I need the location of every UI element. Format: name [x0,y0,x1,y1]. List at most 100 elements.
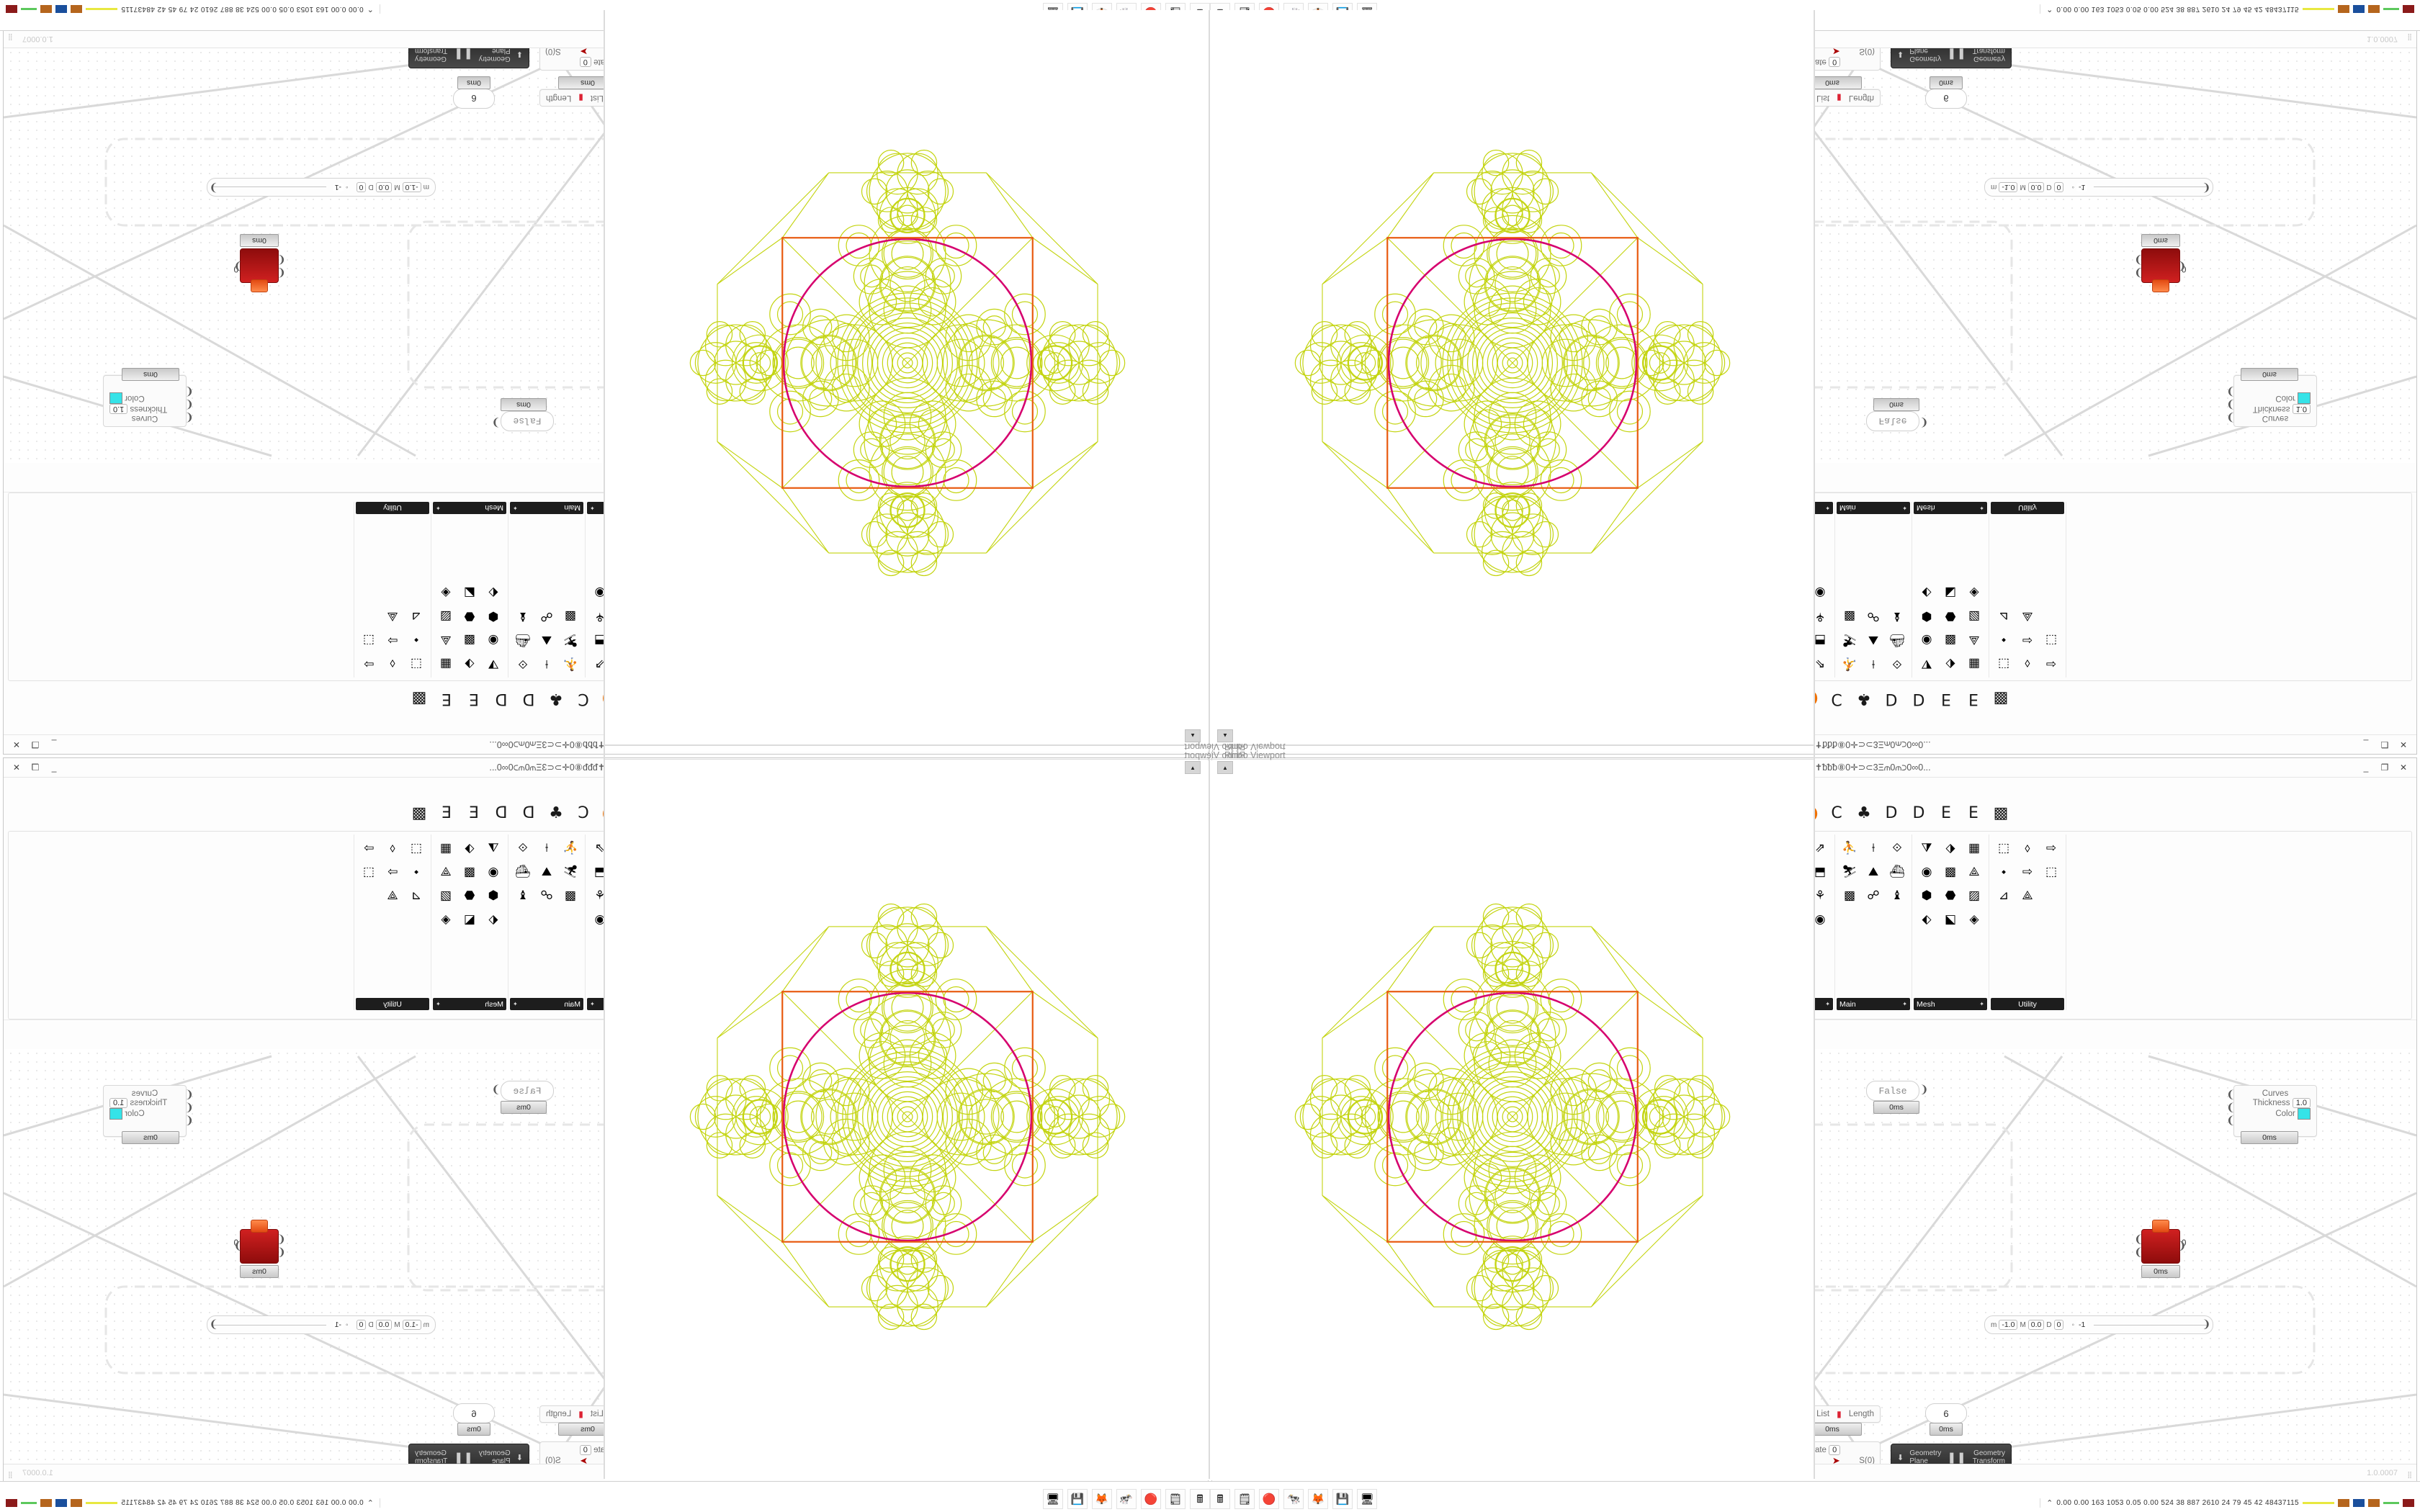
preview-in-cap-2[interactable]: ❨ [2226,1102,2236,1114]
slider-out-cap[interactable]: ❩ [2202,1318,2211,1331]
thickness-value[interactable]: 1.0 [109,404,128,414]
slider-track[interactable] [213,186,326,188]
solver-toggle-nub[interactable] [2152,279,2169,292]
color-swatch[interactable] [2298,1108,2311,1120]
rhino-viewport-top-right[interactable] [1210,10,1815,752]
palette-glyph-16[interactable]: E [1968,804,1978,822]
component-icon-8-8[interactable]: ♝ [517,610,529,624]
component-icon-9-3[interactable]: ◉ [488,634,499,648]
palette-glyph-15[interactable]: E [469,690,479,708]
viewport-splitter-left[interactable] [604,10,605,1479]
component-icon-9-6[interactable]: ⬢ [488,610,499,624]
component-icon-9-1[interactable]: ⬗ [465,840,475,855]
palette-glyph-16[interactable]: E [442,804,452,822]
component-icon-10-3[interactable]: ⬩ [413,634,419,648]
slider-handle[interactable]: ◦ [2071,1320,2075,1329]
component-icon-9-5[interactable]: ⟁ [1968,864,1980,878]
slider-max-value[interactable]: 0.0 [375,1320,393,1330]
color-swatch[interactable] [109,1108,122,1120]
component-icon-8-8[interactable]: ♝ [1891,610,1903,624]
maximize-button[interactable]: ❐ [31,762,40,773]
component-icon-9-4[interactable]: ▩ [463,864,476,878]
ribbon-tab-caret-icon[interactable]: ✦ [590,1001,595,1007]
component-icon-9-11[interactable]: ◈ [1969,912,1979,926]
ribbon-tab-Utility[interactable]: Utility [1991,998,2064,1010]
ribbon-tab-caret-icon[interactable]: ✦ [513,505,518,511]
rhino-viewport-bottom-left[interactable] [605,760,1210,1480]
notepad-icon[interactable]: 🗒 [1234,1489,1255,1509]
palette-glyph-14[interactable]: D [495,690,508,708]
component-icon-10-7[interactable]: ⟁ [2022,610,2033,624]
component-icon-8-2[interactable]: ⟐ [518,657,528,672]
palette-glyph-14[interactable]: D [495,804,508,822]
palette-glyph-11[interactable]: C [578,804,589,822]
terminal-icon[interactable]: 🖥 [1043,1489,1063,1509]
component-icon-10-3[interactable]: ⬩ [2001,864,2007,878]
tray-caret-icon[interactable]: ⌃ [2046,4,2053,13]
slider-dec-value[interactable]: 0 [2053,182,2064,192]
solver-toggle-nub[interactable] [251,1220,268,1233]
component-icon-10-6[interactable]: ⊿ [411,888,422,902]
palette-glyph-11[interactable]: C [1831,690,1842,708]
palette-glyph-16[interactable]: E [442,690,452,708]
component-icon-9-9[interactable]: ⬖ [488,912,498,926]
number-slider-1[interactable]: m -1.0 M 0.0 D 0 ◦ -1 [1984,1315,2213,1334]
palette-glyph-15[interactable]: E [1941,804,1951,822]
component-icon-10-1[interactable]: ⬨ [390,657,395,672]
preview-in-cap-1[interactable]: ❨ [184,411,194,423]
component-icon-8-6[interactable]: ▩ [564,888,577,902]
ribbon-tab-caret-icon[interactable]: ✦ [1825,505,1830,511]
rhino-viewport-top-left[interactable] [605,10,1210,752]
component-icon-9-1[interactable]: ⬗ [1945,657,1955,672]
component-icon-10-1[interactable]: ⬨ [2025,840,2030,855]
solver-in-cap-2[interactable]: ❨ [2134,253,2143,266]
viewport-maximize-tr[interactable]: ▲ [1217,729,1233,742]
notepad-icon[interactable]: 🗒 [1165,1489,1186,1509]
preview-in-cap-1[interactable]: ❨ [2226,1089,2236,1101]
component-icon-8-5[interactable]: ⛴ [515,864,531,878]
custom-preview-b[interactable]: Curves Thickness 1.0 Color [2233,1085,2317,1137]
component-icon-8-0[interactable]: ⛹ [563,657,578,672]
palette-glyph-17[interactable]: ▩ [1993,690,2009,708]
component-icon-8-6[interactable]: ▩ [1843,610,1856,624]
palette-glyph-13[interactable]: D [1885,690,1898,708]
dark-cluster-component[interactable]: ⬇ Geometry Plane ❚❚ Geometry Transform [1891,48,2012,68]
component-icon-9-9[interactable]: ⬖ [1922,586,1932,600]
slider-out-cap[interactable]: ❩ [209,181,218,194]
boolean-out-cap[interactable]: ❩ [491,1084,501,1096]
palette-glyph-12[interactable]: ♣ [549,690,563,708]
component-icon-8-3[interactable]: ⛷ [1842,634,1857,648]
component-icon-8-6[interactable]: ▩ [1843,888,1856,902]
resize-grip[interactable]: ⣿ [7,1471,13,1478]
viewport-splitter-h2[interactable] [605,759,1815,760]
gate-value[interactable]: 0 [579,1445,591,1455]
component-icon-8-5[interactable]: ⛴ [515,634,531,648]
preview-in-cap-1[interactable]: ❨ [2226,411,2236,423]
preview-in-cap-1[interactable]: ❨ [184,1089,194,1101]
slider-out-cap[interactable]: ❩ [2202,181,2211,194]
component-icon-9-5[interactable]: ⟁ [440,864,452,878]
floppy64-icon[interactable]: 💾 [1067,1489,1088,1509]
component-icon-9-3[interactable]: ◉ [488,864,499,878]
component-icon-8-2[interactable]: ⟐ [518,840,528,855]
solver-out-cap[interactable]: ❩ [233,260,243,272]
component-icon-8-4[interactable]: ⛰ [541,864,552,878]
calculator-icon[interactable]: 🖩 [1210,1489,1230,1509]
gate-value[interactable]: 0 [1829,57,1841,67]
component-icon-10-0[interactable]: ⬚ [1997,657,2010,672]
palette-glyph-13[interactable]: D [522,690,535,708]
slider-max-value[interactable]: 0.0 [2027,182,2045,192]
ribbon-tab-caret-icon[interactable]: ✦ [1979,1001,1984,1007]
solver-toggle-nub[interactable] [251,279,268,292]
ribbon-tab-Utility[interactable]: Utility [356,998,429,1010]
component-icon-8-1[interactable]: ⟊ [1871,840,1876,855]
tray-caret-icon[interactable]: ⌃ [367,1499,374,1508]
palette-glyph-13[interactable]: D [1885,804,1898,822]
component-icon-10-7[interactable]: ⟁ [387,610,398,624]
component-icon-8-5[interactable]: ⛴ [1889,634,1905,648]
slider-min-value[interactable]: -1.0 [1999,1320,2018,1330]
boolean-out-cap[interactable]: ❩ [491,416,501,428]
component-icon-8-6[interactable]: ▩ [564,610,577,624]
color-swatch[interactable] [109,392,122,404]
component-icon-10-4[interactable]: ⇨ [387,634,398,648]
